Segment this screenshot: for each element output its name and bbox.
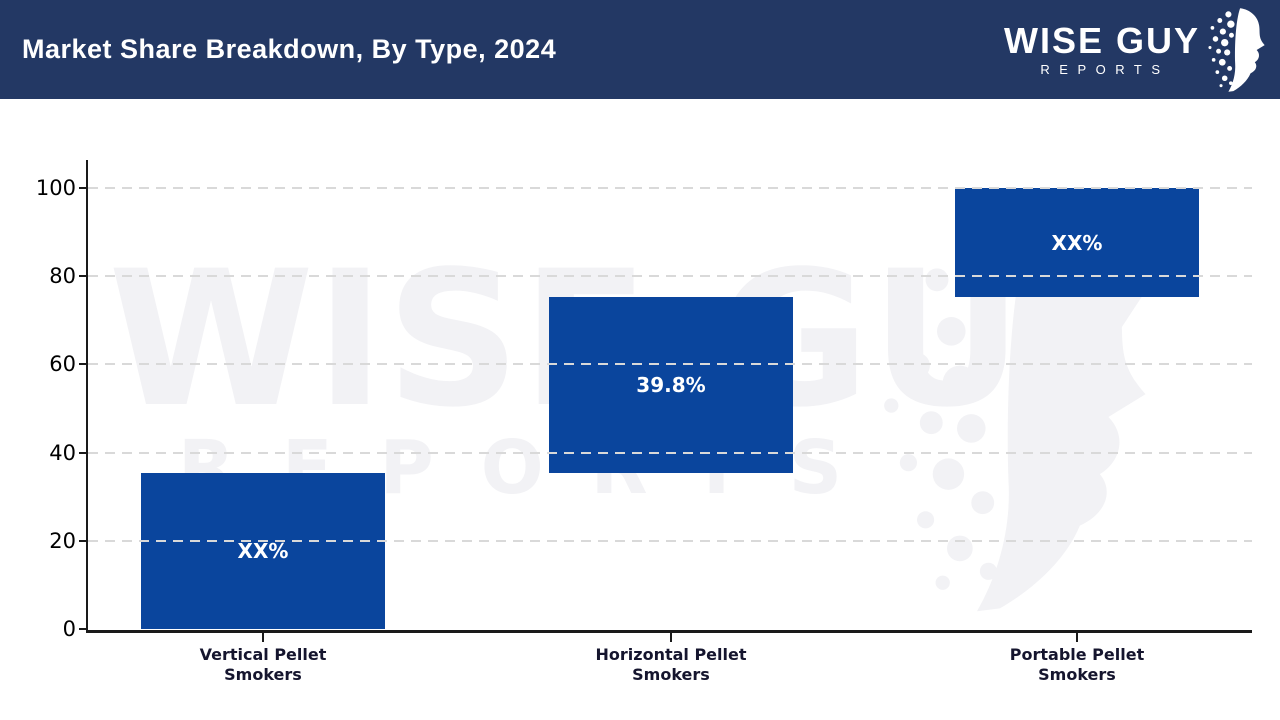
y-axis-tick-label: 60	[49, 352, 76, 377]
gridline	[88, 275, 1252, 278]
y-axis-tick	[79, 628, 87, 630]
page-title: Market Share Breakdown, By Type, 2024	[22, 34, 557, 64]
y-axis-tick-label: 40	[49, 440, 76, 465]
bar-value-label: 39.8%	[636, 373, 706, 398]
gridline	[88, 187, 1252, 189]
logo-wordmark: WISE GUY	[1003, 19, 1200, 61]
x-category-label-line: Smokers	[632, 665, 710, 684]
x-category-label-line: Smokers	[224, 665, 302, 684]
gridline	[88, 539, 1252, 542]
x-category-label: Portable Pellet Smokers	[917, 645, 1237, 685]
bar-segment: XX%	[141, 472, 385, 629]
y-axis-tick	[79, 363, 87, 366]
header-bar: Market Share Breakdown, By Type, 2024 WI…	[0, 0, 1280, 99]
x-category-label: Vertical Pellet Smokers	[103, 645, 423, 685]
y-axis-tick-label: 100	[35, 176, 76, 200]
y-axis-tick	[79, 539, 87, 542]
wiseguy-logo: WISE GUY REPORTS	[1004, 0, 1268, 99]
y-axis-tick-label: 0	[62, 617, 76, 641]
y-axis-line	[86, 160, 88, 632]
x-category-label: Horizontal Pellet Smokers	[511, 645, 831, 685]
chart-area: WISE GUY REPORTS XX% 39.8% XX% 0 20 40 60 80 100…	[0, 99, 1280, 720]
logo-wordmark-block: WISE GUY REPORTS	[1003, 19, 1200, 77]
y-axis-tick	[79, 275, 87, 278]
x-category-label-line: Portable Pellet	[1009, 645, 1145, 664]
bar-segment: 39.8%	[549, 297, 793, 473]
x-axis-tick	[670, 633, 672, 642]
x-category-label-line: Smokers	[1038, 665, 1116, 684]
logo-face-icon	[1208, 7, 1265, 92]
x-axis-tick	[262, 633, 264, 642]
y-axis-tick-label: 20	[49, 528, 76, 553]
y-axis-tick	[79, 187, 87, 189]
y-axis-tick-label: 80	[49, 264, 76, 289]
bar-segment: XX%	[955, 188, 1199, 298]
x-axis-line	[86, 630, 1252, 633]
x-category-label-line: Vertical Pellet	[199, 645, 327, 664]
bar-value-label: XX%	[1051, 230, 1103, 255]
gridline	[88, 451, 1252, 454]
y-axis-tick	[79, 451, 87, 454]
gridline	[88, 363, 1252, 366]
logo-subtitle: REPORTS	[1040, 61, 1170, 77]
x-category-label-line: Horizontal Pellet	[595, 645, 747, 664]
x-axis-tick	[1076, 633, 1078, 642]
bar-value-label: XX%	[237, 538, 289, 563]
